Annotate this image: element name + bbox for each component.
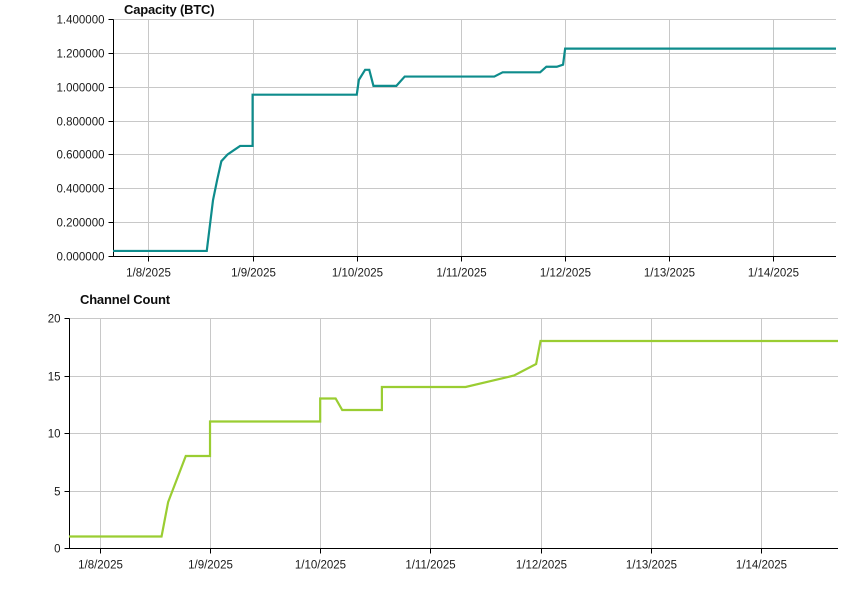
y-axis-tick-label: 0.600000	[57, 150, 105, 162]
y-axis-tick-label: 0	[54, 544, 60, 556]
gridlines-group	[69, 318, 838, 549]
y-axis-tick-label: 1.000000	[57, 83, 105, 95]
y-axis-tick-label: 1.200000	[57, 49, 105, 61]
x-axis: 1/8/2025 1/9/2025 1/10/2025 1/11/2025 1/12/2…	[69, 547, 838, 572]
x-axis-tick-label: 1/8/2025	[78, 560, 123, 572]
y-axis-tick-label: 15	[48, 372, 61, 384]
y-axis-tick-label: 0.200000	[57, 218, 105, 230]
capacity-chart-panel: Capacity (BTC) 0.000000 0.200000 0.400000 0…	[0, 0, 860, 290]
x-axis-tick-label: 1/14/2025	[736, 560, 787, 572]
y-axis-tick-label: 1.400000	[57, 15, 105, 27]
x-axis-tick-label: 1/10/2025	[332, 268, 383, 280]
data-series-line	[69, 339, 838, 538]
data-series-line	[113, 47, 836, 253]
x-axis-tick-label: 1/9/2025	[231, 268, 276, 280]
x-axis-tick-label: 1/9/2025	[188, 560, 233, 572]
y-axis-tick-label: 0.800000	[57, 117, 105, 129]
x-axis-tick-label: 1/10/2025	[295, 560, 346, 572]
x-axis-tick-label: 1/12/2025	[540, 268, 591, 280]
y-axis-tick-label: 10	[48, 429, 61, 441]
y-axis-tick-label: 0.000000	[57, 252, 105, 264]
channel-count-chart-panel: Channel Count 0 5 10 15 20 1/8/2025 1/9/2025 1/…	[0, 290, 860, 600]
channel-count-chart-title: Channel Count	[80, 292, 170, 307]
x-axis: 1/8/2025 1/9/2025 1/10/2025 1/11/2025 1/12/2…	[113, 255, 836, 280]
x-axis-tick-label: 1/12/2025	[516, 560, 567, 572]
x-axis-tick-label: 1/14/2025	[748, 268, 799, 280]
y-axis-tick-label: 20	[48, 314, 61, 326]
y-axis: 0 5 10 15 20	[48, 314, 71, 556]
gridlines-group	[113, 19, 836, 257]
capacity-plot-area: 0.000000 0.200000 0.400000 0.600000 0.800000…	[57, 15, 836, 280]
capacity-chart-title: Capacity (BTC)	[124, 2, 215, 17]
channel-count-plot-area: 0 5 10 15 20 1/8/2025 1/9/2025 1/10/2025 1/11/20…	[48, 314, 838, 572]
y-axis: 0.000000 0.200000 0.400000 0.600000 0.800000…	[57, 15, 115, 264]
x-axis-tick-label: 1/8/2025	[126, 268, 171, 280]
y-axis-tick-label: 5	[54, 487, 60, 499]
x-axis-tick-label: 1/11/2025	[405, 560, 455, 572]
x-axis-tick-label: 1/13/2025	[626, 560, 677, 572]
x-axis-tick-label: 1/13/2025	[644, 268, 695, 280]
y-axis-tick-label: 0.400000	[57, 184, 105, 196]
x-axis-tick-label: 1/11/2025	[436, 268, 486, 280]
